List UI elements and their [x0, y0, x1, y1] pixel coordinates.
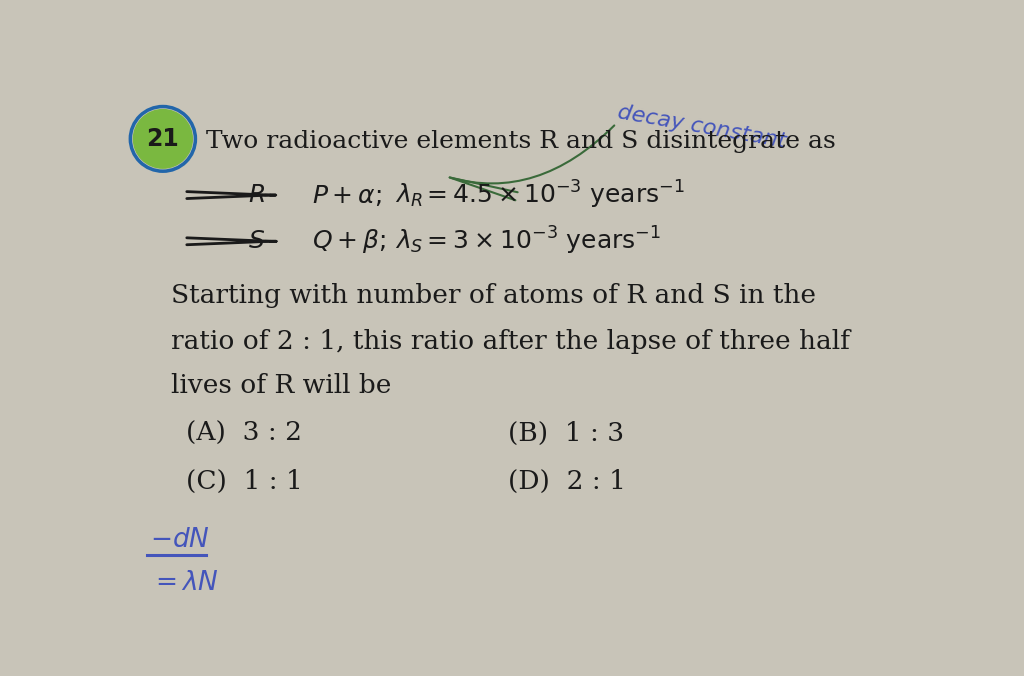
Text: $= 4.5 \times 10^{-3}\ \mathrm{years}^{-1}$: $= 4.5 \times 10^{-3}\ \mathrm{years}^{-… [423, 179, 685, 211]
Text: $Q + \beta;$: $Q + \beta;$ [311, 227, 385, 256]
Text: (A)  3 : 2: (A) 3 : 2 [186, 421, 302, 446]
Text: decay constant: decay constant [616, 103, 788, 152]
Text: $R$: $R$ [248, 184, 265, 207]
Text: lives of R will be: lives of R will be [171, 372, 391, 397]
Text: ratio of 2 : 1, this ratio after the lapse of three half: ratio of 2 : 1, this ratio after the lap… [171, 329, 850, 354]
Text: $-dN$: $-dN$ [150, 527, 210, 553]
Text: Two radioactive elements R and S disintegrate as: Two radioactive elements R and S disinte… [206, 130, 836, 153]
Text: Starting with number of atoms of R and S in the: Starting with number of atoms of R and S… [171, 283, 816, 308]
Text: $P + \alpha;$: $P + \alpha;$ [311, 183, 381, 208]
Text: (B)  1 : 3: (B) 1 : 3 [508, 421, 624, 446]
Text: $S$: $S$ [248, 230, 265, 253]
Text: 21: 21 [146, 127, 179, 151]
Text: $= \lambda N$: $= \lambda N$ [150, 570, 219, 596]
Text: $= 3 \times 10^{-3}\ \mathrm{years}^{-1}$: $= 3 \times 10^{-3}\ \mathrm{years}^{-1}… [423, 225, 662, 258]
Circle shape [133, 110, 193, 168]
Text: (C)  1 : 1: (C) 1 : 1 [186, 469, 303, 494]
Text: $\lambda_R$: $\lambda_R$ [395, 181, 424, 209]
Text: (D)  2 : 1: (D) 2 : 1 [508, 469, 626, 494]
Text: $\lambda_S$: $\lambda_S$ [395, 228, 424, 255]
